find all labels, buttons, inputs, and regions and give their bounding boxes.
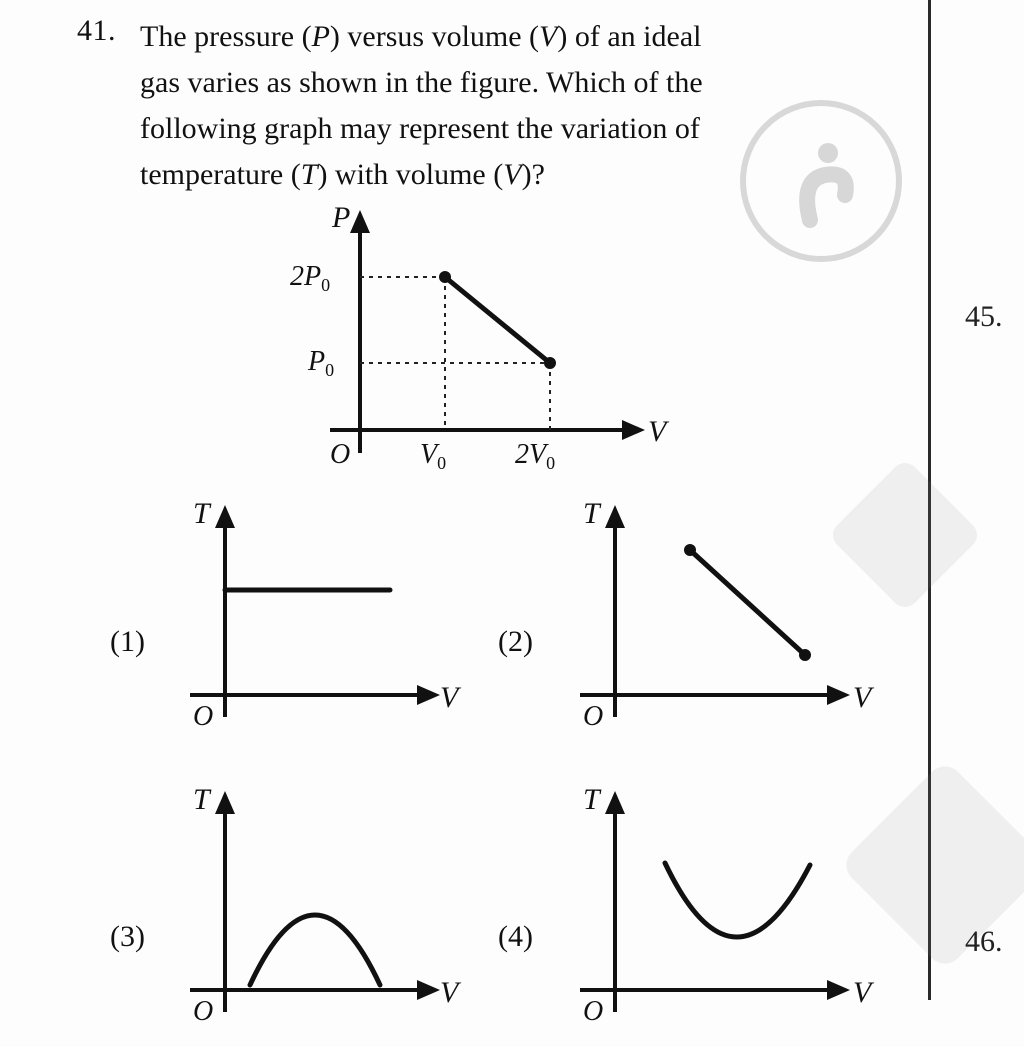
svg-text:T: T (193, 783, 212, 816)
svg-text:O: O (193, 701, 213, 732)
side-number-46: 46. (965, 925, 1003, 959)
svg-text:V: V (853, 681, 875, 714)
svg-text:2V0: 2V0 (515, 439, 555, 473)
svg-text:V: V (440, 976, 462, 1009)
t: T (301, 158, 318, 191)
t: ) versus volume ( (330, 20, 539, 53)
option-2-label: (2) (498, 625, 533, 659)
svg-text:T: T (583, 783, 602, 816)
question-line-4: temperature (T) with volume (V)? (140, 152, 910, 199)
svg-text:2P0: 2P0 (290, 261, 330, 295)
t: V (503, 158, 521, 191)
t: )? (522, 158, 545, 191)
option-4-graph: T V O (555, 785, 875, 1040)
svg-text:O: O (583, 701, 603, 732)
question-line-3: following graph may represent the variat… (140, 106, 910, 153)
pv-graph: P V O 2P0 P0 V0 2V0 (270, 195, 690, 480)
origin-label: O (330, 439, 350, 470)
svg-text:T: T (583, 497, 602, 530)
svg-text:T: T (193, 497, 212, 530)
option-1-label: (1) (110, 625, 145, 659)
t: The pressure ( (140, 20, 312, 53)
svg-text:V: V (440, 681, 462, 714)
svg-text:P0: P0 (307, 346, 334, 380)
option-3-label: (3) (110, 920, 145, 954)
option-4-label: (4) (498, 920, 533, 954)
side-number-45: 45. (965, 300, 1003, 334)
question-line-2: gas varies as shown in the figure. Which… (140, 60, 910, 107)
t: ) of an ideal (557, 20, 701, 53)
t: temperature ( (140, 158, 301, 191)
svg-text:V0: V0 (420, 439, 446, 473)
option-2-graph: T V O (555, 495, 875, 745)
option-3-graph: T V O (165, 785, 465, 1040)
x-axis-label: V (648, 415, 670, 448)
page: 41. The pressure (P) versus volume (V) o… (0, 0, 1024, 1047)
t: ) with volume ( (317, 158, 503, 191)
svg-text:V: V (853, 976, 875, 1009)
y-axis-label: P (331, 201, 350, 234)
t: P (312, 20, 330, 53)
t: V (539, 20, 557, 53)
question-line-1: The pressure (P) versus volume (V) of an… (140, 14, 910, 61)
question-number: 41. (77, 14, 116, 48)
svg-text:O: O (193, 996, 213, 1027)
svg-text:O: O (583, 996, 603, 1027)
option-1-graph: T V O (165, 495, 465, 745)
